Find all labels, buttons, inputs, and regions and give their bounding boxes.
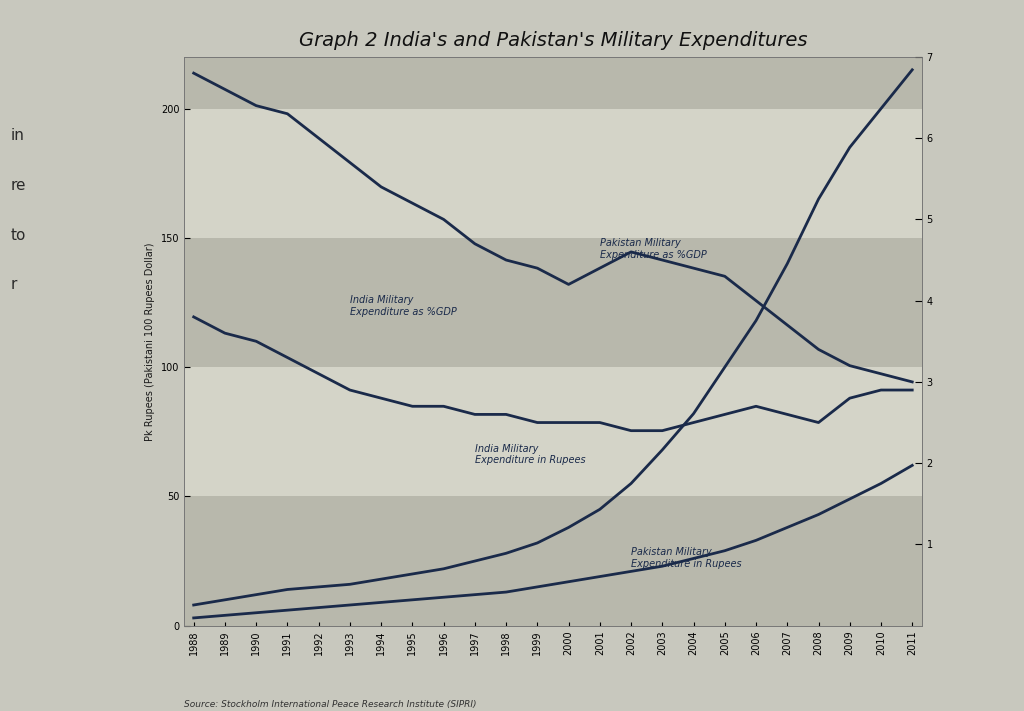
Bar (184, 238, 922, 367)
Bar (184, 109, 922, 238)
Text: r: r (10, 277, 16, 292)
Bar (184, 57, 922, 109)
Text: in: in (10, 128, 25, 143)
Title: Graph 2 India's and Pakistan's Military Expenditures: Graph 2 India's and Pakistan's Military … (299, 31, 807, 50)
Y-axis label: Pk Rupees (Pakistani 100 Rupees Dollar): Pk Rupees (Pakistani 100 Rupees Dollar) (145, 242, 156, 441)
Text: to: to (10, 228, 26, 242)
Text: India Military
Expenditure as %GDP: India Military Expenditure as %GDP (350, 295, 457, 317)
Text: India Military
Expenditure in Rupees: India Military Expenditure in Rupees (475, 444, 586, 466)
Text: Pakistan Military
Expenditure in Rupees: Pakistan Military Expenditure in Rupees (631, 547, 741, 569)
Text: re: re (10, 178, 26, 193)
Bar (184, 367, 922, 496)
Bar (184, 496, 922, 626)
Text: Source: Stockholm International Peace Research Institute (SIPRI): Source: Stockholm International Peace Re… (184, 700, 477, 710)
Text: Pakistan Military
Expenditure as %GDP: Pakistan Military Expenditure as %GDP (600, 238, 707, 260)
